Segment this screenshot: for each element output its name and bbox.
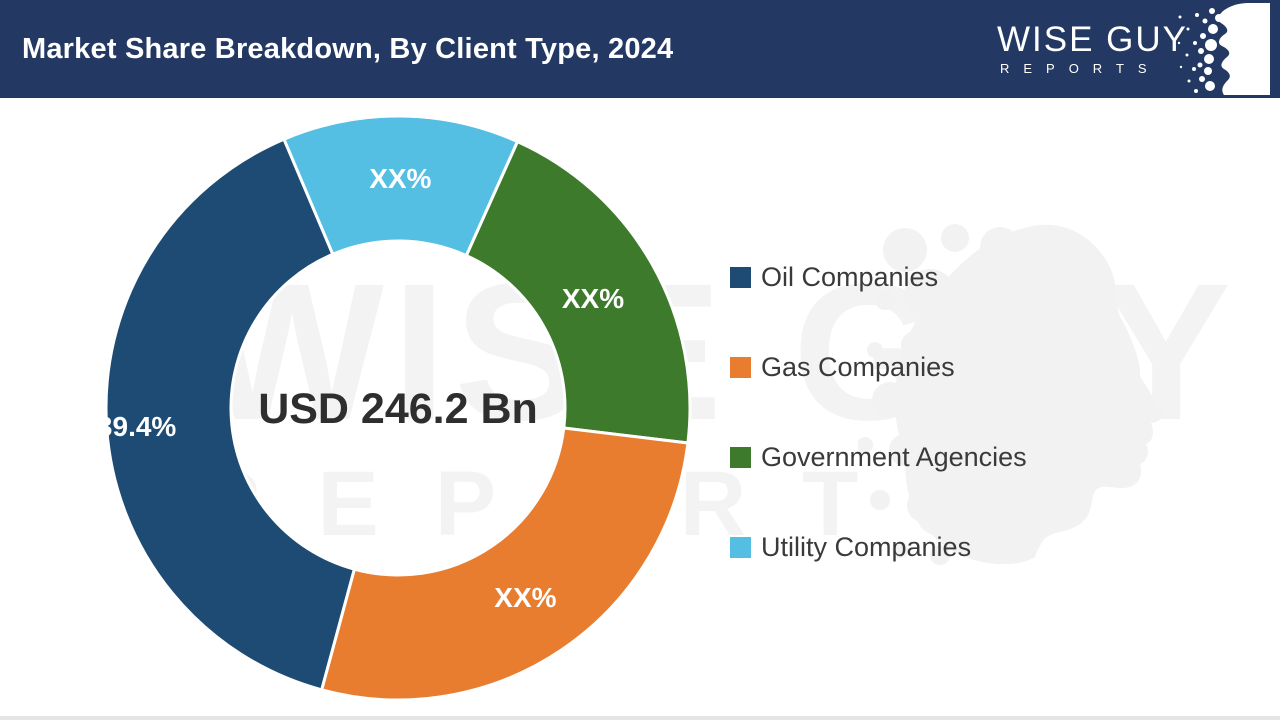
segment-value-label: XX% [369,163,431,194]
legend-label-utility: Utility Companies [761,532,972,562]
legend-swatch-oil [730,266,751,288]
legend-label-government: Government Agencies [761,442,1027,472]
segment-value-label: 39.4% [98,411,176,442]
chart-center-value: USD 246.2 Bn [258,385,538,433]
wiseguy-logo-face-icon [1177,3,1270,95]
legend-label-oil: Oil Companies [761,262,939,292]
wiseguy-logo: WISE GUY REPORTS [997,3,1270,95]
logo-brand-subtitle: REPORTS [999,61,1161,76]
donut-segment-gas-companies [319,426,690,702]
header-bar: Market Share Breakdown, By Client Type, … [0,0,1280,98]
legend-label-gas: Gas Companies [761,352,955,382]
donut-segment-government-agencies [464,139,692,445]
bottom-divider [0,716,1280,720]
donut-chart: USD 246.2 Bn XX% XX% XX% 39.4% [98,114,692,702]
chart-legend: Oil Companies Gas Companies Government A… [730,262,1027,625]
donut-segment-oil-companies [104,137,357,692]
legend-swatch-utility [730,536,751,558]
legend-swatch-government [730,446,751,468]
logo-brand-name: WISE GUY [996,20,1188,59]
legend-item-oil-companies: Oil Companies [730,262,1027,292]
segment-value-label: XX% [494,582,556,613]
legend-item-government-agencies: Government Agencies [730,442,1027,472]
legend-swatch-gas [730,356,751,378]
page-title: Market Share Breakdown, By Client Type, … [22,32,674,65]
wiseguy-logo-text: WISE GUY REPORTS [996,20,1188,77]
legend-item-utility-companies: Utility Companies [730,532,1027,562]
segment-value-label: XX% [562,283,624,314]
legend-item-gas-companies: Gas Companies [730,352,1027,382]
